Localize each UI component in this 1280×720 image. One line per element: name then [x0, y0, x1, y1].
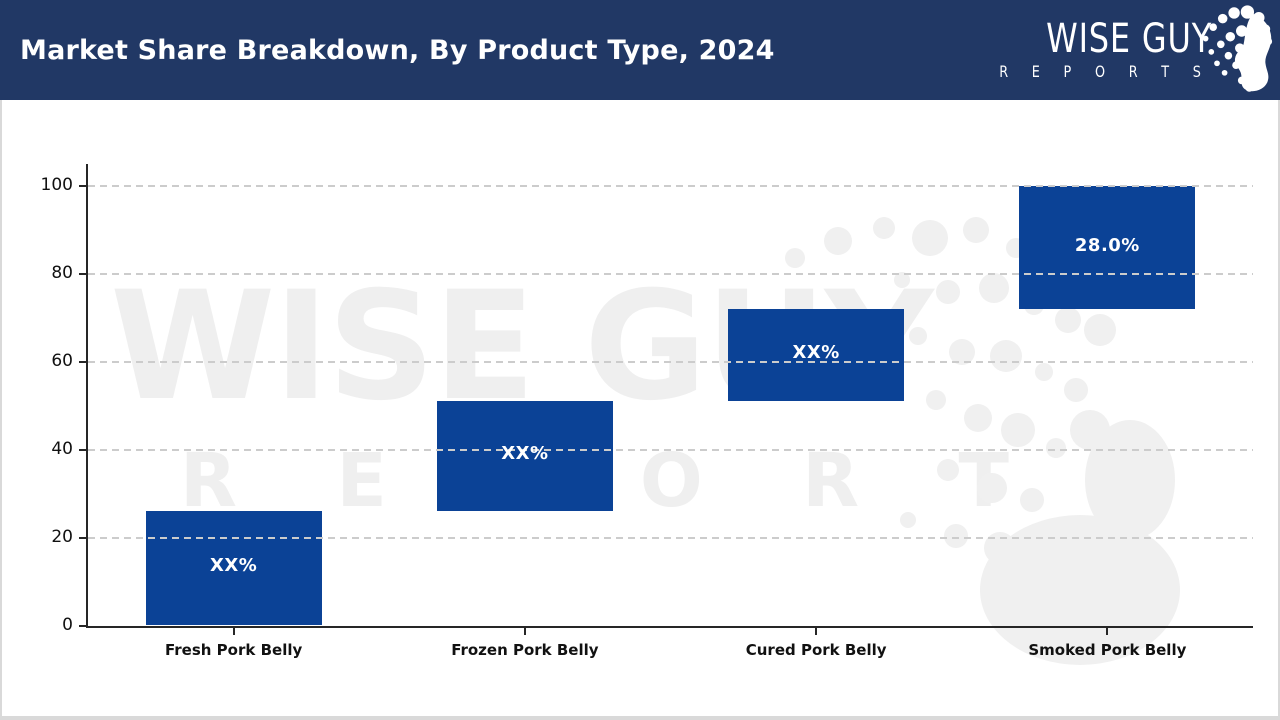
x-axis-tick	[232, 627, 235, 635]
gridline-60	[88, 360, 1253, 363]
logo-face-icon	[1202, 5, 1273, 92]
x-axis-label-frozen-pork-belly: Frozen Pork Belly	[451, 640, 599, 659]
logo-line2: R E P O R T S	[999, 62, 1212, 81]
y-axis-tick	[79, 536, 87, 539]
wise-guy-reports-logo: WISE GUY R E P O R T S	[940, 4, 1274, 96]
y-axis-tick-label: 60	[51, 350, 73, 371]
y-axis-tick-label: 100	[40, 175, 73, 195]
bar-value-label: XX%	[209, 555, 258, 577]
x-axis-tick	[1106, 627, 1109, 635]
x-axis-tick	[815, 627, 818, 635]
x-axis-label-smoked-pork-belly: Smoked Pork Belly	[1028, 640, 1187, 659]
y-axis-tick	[79, 448, 87, 451]
logo-line1: WISE GUY	[1046, 16, 1212, 62]
x-axis-label-fresh-pork-belly: Fresh Pork Belly	[165, 640, 303, 659]
y-axis-tick	[79, 360, 87, 363]
x-axis-tick	[523, 627, 526, 635]
bottom-border	[0, 716, 1280, 720]
bar-frozen-pork-belly	[436, 401, 613, 512]
gridline-20	[88, 536, 1253, 539]
bar-value-label: XX%	[792, 342, 840, 364]
gridline-80	[88, 272, 1253, 275]
y-axis-tick-label: 40	[51, 438, 73, 459]
page-title: Market Share Breakdown, By Product Type,…	[20, 34, 775, 66]
chart-area: WISE GUY R E P O R T S XX% XX% XX% 28.0% 0 20…	[0, 100, 1280, 716]
y-axis-tick-label: 20	[51, 526, 73, 547]
gridline-40	[88, 448, 1253, 451]
right-border	[1278, 100, 1280, 720]
bar-cured-pork-belly	[728, 309, 905, 402]
header-bar: Market Share Breakdown, By Product Type,…	[0, 0, 1280, 100]
y-axis-spine	[86, 164, 88, 628]
left-border	[0, 100, 2, 720]
bar-smoked-pork-belly	[1019, 186, 1196, 310]
x-axis-label-cured-pork-belly: Cured Pork Belly	[745, 640, 887, 659]
y-axis-tick-label: 0	[62, 614, 73, 635]
y-axis-tick	[79, 624, 87, 627]
y-axis-tick	[79, 272, 87, 275]
y-axis-tick	[79, 185, 87, 187]
logo-wordmark: WISE GUY R E P O R T S	[994, 19, 1212, 81]
gridline-100	[88, 185, 1253, 187]
bar-value-label: 28.0%	[1074, 234, 1140, 256]
bar-fresh-pork-belly	[145, 511, 322, 626]
x-axis-spine	[86, 625, 1253, 628]
y-axis-tick-label: 80	[51, 262, 73, 283]
bar-value-label: XX%	[501, 443, 549, 465]
